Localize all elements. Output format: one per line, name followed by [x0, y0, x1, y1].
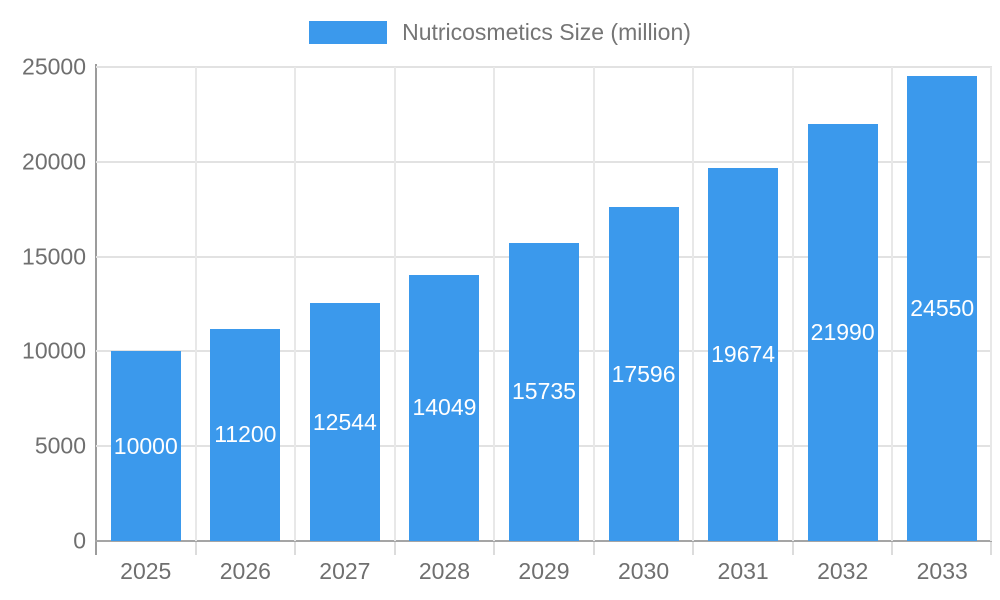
bar-value-label: 12544 [312, 408, 377, 435]
bar-value-label: 15735 [512, 378, 576, 405]
x-axis-tick [294, 542, 296, 555]
gridline-vertical [692, 67, 694, 541]
y-tick-label: 20000 [22, 148, 86, 175]
y-axis-labels: 0 5000 10000 15000 20000 25000 [0, 0, 86, 600]
bar-2030[interactable]: 17596 [608, 207, 679, 541]
x-tick-label: 2025 [120, 558, 172, 584]
x-tick-label: 2027 [319, 558, 371, 584]
bar-value-label: 11200 [214, 421, 277, 448]
bar-2029[interactable]: 15735 [509, 242, 579, 541]
bar-2033[interactable]: 24550 [907, 75, 978, 541]
x-axis-tick [692, 542, 694, 555]
bar-2025[interactable]: 10000 [110, 351, 181, 541]
legend-item[interactable]: Nutricosmetics Size (million) [309, 19, 691, 46]
plot-area: 10000 11200 12544 14049 15735 17596 19674 21990… [96, 66, 992, 541]
x-tick-label: 2028 [418, 558, 471, 584]
x-axis-tick [891, 542, 893, 555]
bar-2027[interactable]: 12544 [309, 303, 380, 541]
x-tick-label: 2029 [518, 558, 570, 584]
y-axis-line [95, 64, 97, 555]
bar-value-label: 24550 [910, 294, 975, 321]
gridline-vertical [394, 67, 396, 541]
y-tick-label: 10000 [22, 337, 86, 364]
x-axis-tick [990, 542, 992, 555]
bar-2028[interactable]: 14049 [409, 274, 480, 541]
gridline-vertical [493, 67, 495, 541]
bar-value-label: 17596 [611, 360, 676, 387]
gridline-vertical [792, 67, 794, 541]
gridline-vertical [891, 67, 893, 541]
y-tick-label: 0 [73, 527, 86, 554]
bar-value-label: 10000 [113, 432, 178, 459]
bar-2031[interactable]: 19674 [708, 167, 779, 541]
x-axis-line [95, 540, 992, 542]
legend-label: Nutricosmetics Size (million) [402, 19, 691, 45]
x-axis-tick [195, 542, 197, 555]
bar-2026[interactable]: 11200 [210, 328, 281, 541]
bar-value-label: 19674 [711, 340, 776, 367]
x-axis-tick [394, 542, 396, 555]
x-axis-tick [493, 542, 495, 555]
x-tick-label: 2032 [817, 558, 869, 584]
y-tick-label: 5000 [34, 432, 86, 459]
x-tick-label: 2031 [717, 558, 769, 584]
gridline-vertical [195, 67, 197, 541]
x-axis-tick [593, 542, 595, 555]
x-tick-label: 2030 [617, 558, 670, 584]
y-tick-label: 15000 [22, 243, 86, 270]
x-tick-label: 2033 [916, 558, 968, 584]
y-tick-label: 25000 [22, 53, 86, 80]
x-tick-label: 2026 [219, 558, 271, 584]
gridline-vertical [593, 67, 595, 541]
gridline-vertical [294, 67, 296, 541]
bar-2032[interactable]: 21990 [807, 124, 878, 541]
bar-value-label: 21990 [810, 319, 875, 346]
gridline-vertical [990, 67, 992, 541]
legend: Nutricosmetics Size (million) [0, 19, 1000, 46]
gridline-horizontal [96, 160, 992, 163]
x-axis-tick [792, 542, 794, 555]
gridline-horizontal [96, 66, 992, 68]
bar-value-label: 14049 [412, 394, 477, 421]
legend-swatch-icon [309, 21, 388, 44]
